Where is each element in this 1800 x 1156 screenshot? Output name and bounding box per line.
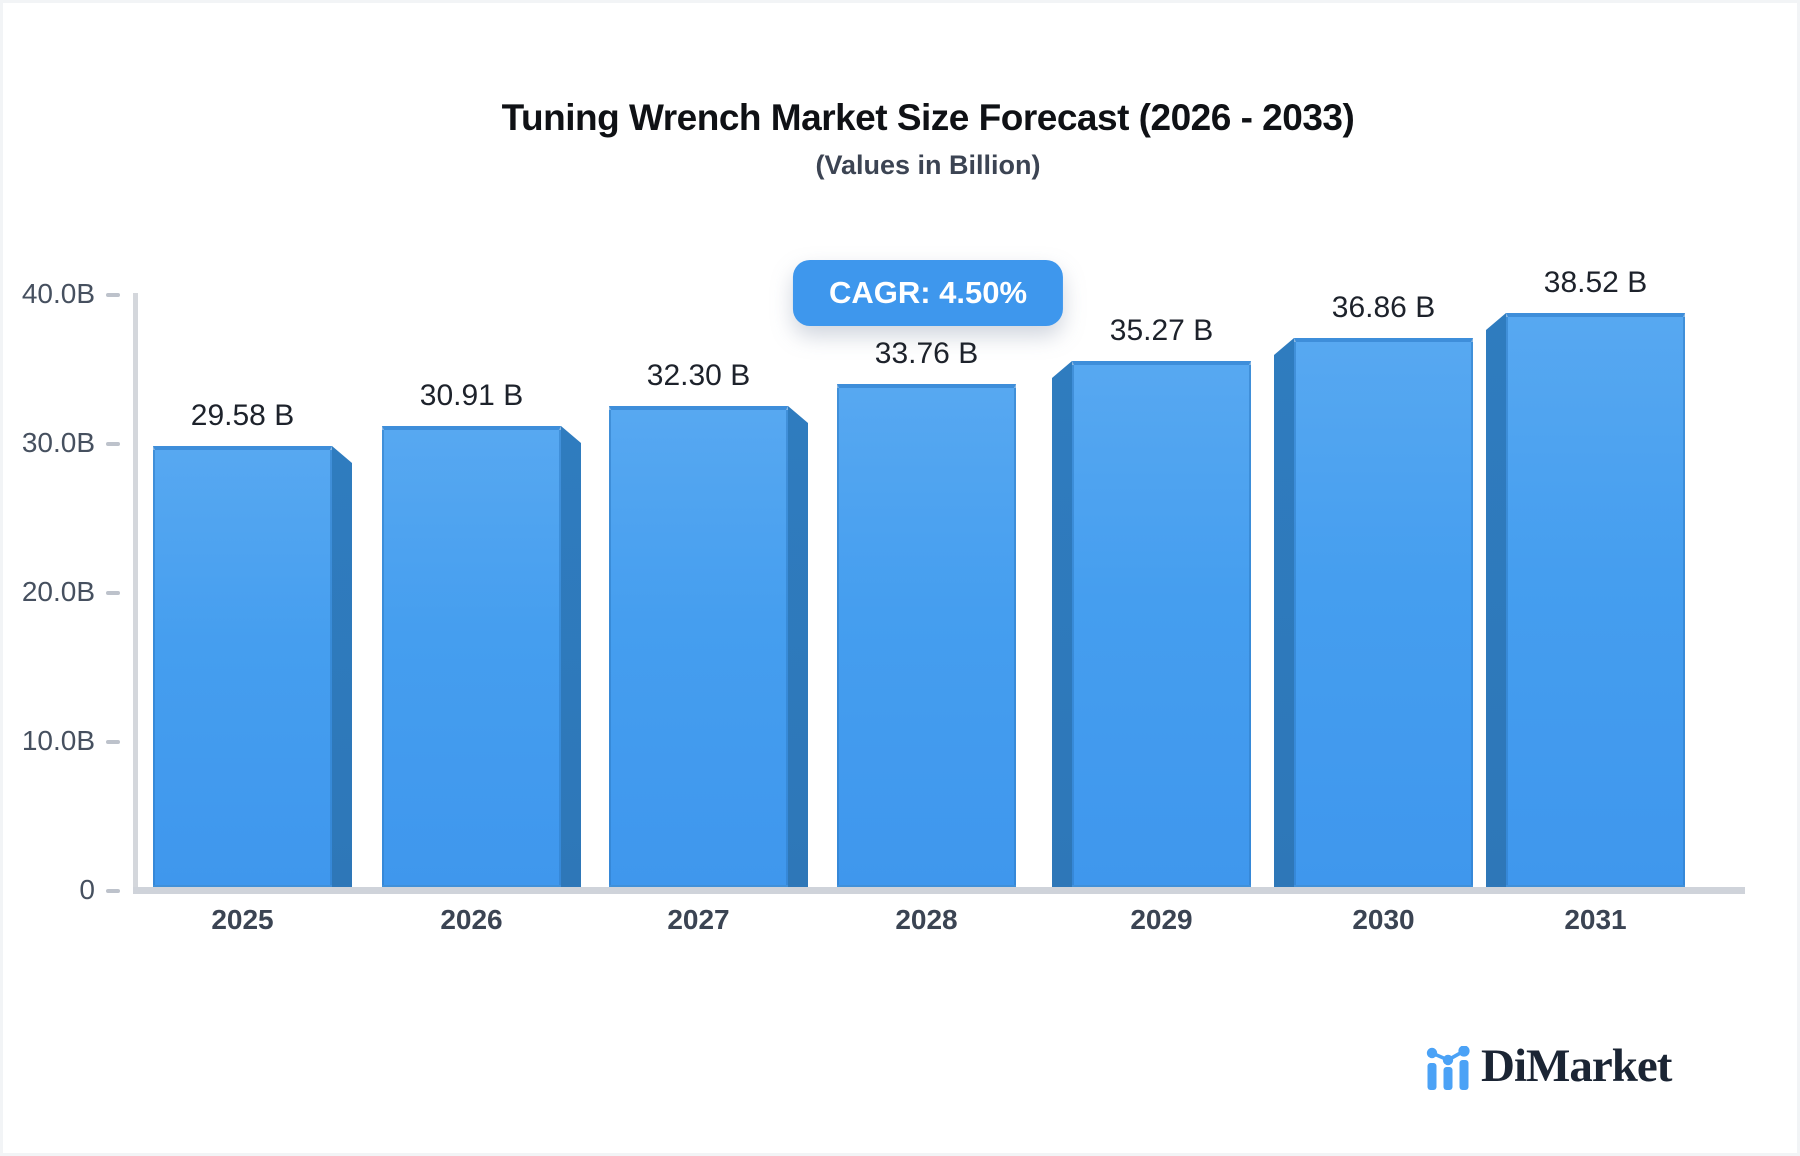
bar-side-3d [1486, 313, 1506, 887]
x-axis-label: 2029 [1130, 904, 1193, 935]
y-axis-line [133, 293, 138, 894]
brand-name: DiMarket [1481, 1040, 1672, 1092]
bar-face [382, 426, 561, 887]
chart-title: Tuning Wrench Market Size Forecast (2026… [501, 97, 1355, 138]
y-axis-tick-label: 40.0B [21, 278, 95, 309]
y-axis-tick-label: 30.0B [21, 427, 95, 458]
bar-value-label: 30.91 B [419, 379, 524, 412]
bar-2031 [1486, 313, 1685, 887]
x-axis-label: 2031 [1564, 904, 1627, 935]
bar-face [1072, 361, 1251, 887]
cagr-badge: CAGR: 4.50% [792, 260, 1064, 326]
bar-2027 [609, 406, 808, 887]
y-axis-tick-label: 0 [79, 874, 95, 905]
bar-value-label: 32.30 B [646, 359, 751, 392]
y-axis-tick [106, 293, 120, 297]
y-axis-tick-label: 20.0B [21, 576, 95, 607]
bar-2026 [382, 426, 581, 887]
x-axis-label: 2030 [1352, 904, 1415, 935]
bar-chart: 40.0B 30.0B 20.0B 10.0B 0 29.58 B 2025 30.91 B 2… [3, 3, 1797, 1153]
chart-subtitle: (Values in Billion) [815, 150, 1041, 180]
bar-face [609, 406, 788, 887]
x-axis-label: 2027 [667, 904, 730, 935]
x-axis-label: 2026 [440, 904, 503, 935]
bar-value-label: 35.27 B [1109, 314, 1214, 347]
y-axis-tick-label: 10.0B [21, 725, 95, 756]
bar-side-3d [561, 426, 581, 887]
y-axis-tick [106, 889, 120, 893]
bar-face [153, 446, 332, 887]
brand-logo: DiMarket [1425, 1040, 1672, 1092]
bar-value-label: 36.86 B [1331, 291, 1436, 324]
x-axis-label: 2025 [211, 904, 274, 935]
bar-2025 [153, 446, 352, 887]
bar-side-3d [788, 406, 808, 887]
bar-value-label: 38.52 B [1543, 266, 1648, 299]
bar-2030 [1274, 338, 1473, 887]
y-axis-tick [106, 740, 120, 744]
bar-side-3d [1052, 361, 1072, 887]
bar-face [1506, 313, 1685, 887]
bar-face [837, 384, 1016, 887]
bar-face [1294, 338, 1473, 887]
bar-side-3d [1274, 338, 1294, 887]
bar-side-3d [332, 446, 352, 887]
mini-bar-chart-logo-icon [1426, 1046, 1470, 1090]
bar-value-label: 33.76 B [874, 337, 979, 370]
bar-2028 [837, 384, 1036, 887]
bar-2029 [1052, 361, 1251, 887]
x-axis-line [133, 887, 1745, 894]
y-axis-tick [106, 591, 120, 595]
y-axis-tick [106, 442, 120, 446]
x-axis-label: 2028 [895, 904, 958, 935]
bar-value-label: 29.58 B [190, 399, 295, 432]
